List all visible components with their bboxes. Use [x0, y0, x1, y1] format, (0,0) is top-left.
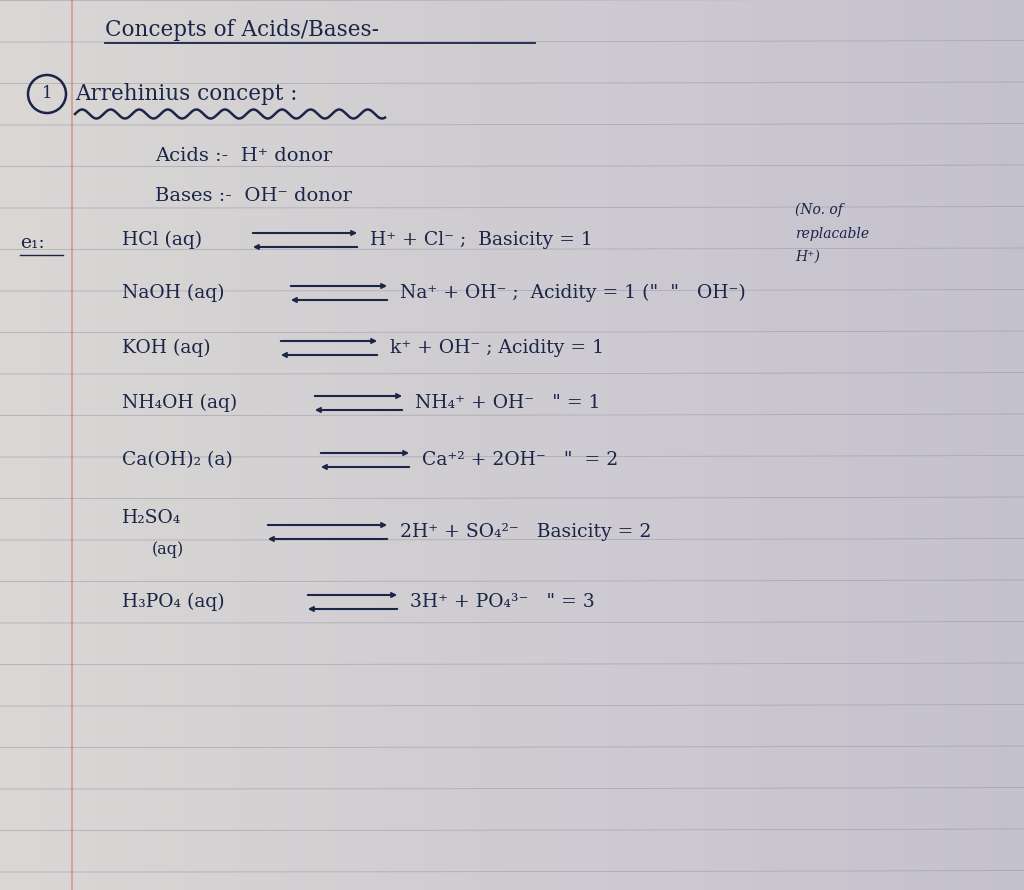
Text: replacable: replacable — [795, 227, 869, 241]
Text: Na⁺ + OH⁻ ;  Acidity = 1 ("  "   OH⁻): Na⁺ + OH⁻ ; Acidity = 1 (" " OH⁻) — [400, 284, 745, 302]
Text: H⁺): H⁺) — [795, 250, 820, 264]
Text: k⁺ + OH⁻ ; Acidity = 1: k⁺ + OH⁻ ; Acidity = 1 — [390, 339, 604, 357]
Text: 1: 1 — [42, 85, 52, 102]
Text: Ca(OH)₂ (a): Ca(OH)₂ (a) — [122, 451, 232, 469]
Text: Arrehinius concept :: Arrehinius concept : — [75, 83, 298, 105]
Text: (No. of: (No. of — [795, 203, 843, 217]
Text: Bases :-  OH⁻ donor: Bases :- OH⁻ donor — [155, 187, 352, 205]
Text: HCl (aq): HCl (aq) — [122, 231, 202, 249]
Text: H₃PO₄ (aq): H₃PO₄ (aq) — [122, 593, 224, 611]
Text: NH₄⁺ + OH⁻   " = 1: NH₄⁺ + OH⁻ " = 1 — [415, 394, 600, 412]
Text: NaOH (aq): NaOH (aq) — [122, 284, 224, 302]
Text: NH₄OH (aq): NH₄OH (aq) — [122, 394, 238, 412]
Text: Concepts of Acids/Bases-: Concepts of Acids/Bases- — [105, 19, 379, 41]
Text: Ca⁺² + 2OH⁻   "  = 2: Ca⁺² + 2OH⁻ " = 2 — [422, 451, 618, 469]
Text: Acids :-  H⁺ donor: Acids :- H⁺ donor — [155, 147, 332, 165]
Text: 3H⁺ + PO₄³⁻   " = 3: 3H⁺ + PO₄³⁻ " = 3 — [410, 593, 595, 611]
Text: H₂SO₄: H₂SO₄ — [122, 509, 181, 527]
Text: H⁺ + Cl⁻ ;  Basicity = 1: H⁺ + Cl⁻ ; Basicity = 1 — [370, 231, 593, 249]
Text: (aq): (aq) — [152, 541, 184, 559]
Text: KOH (aq): KOH (aq) — [122, 339, 211, 357]
Text: 2H⁺ + SO₄²⁻   Basicity = 2: 2H⁺ + SO₄²⁻ Basicity = 2 — [400, 523, 651, 541]
Text: e₁:: e₁: — [20, 234, 45, 252]
